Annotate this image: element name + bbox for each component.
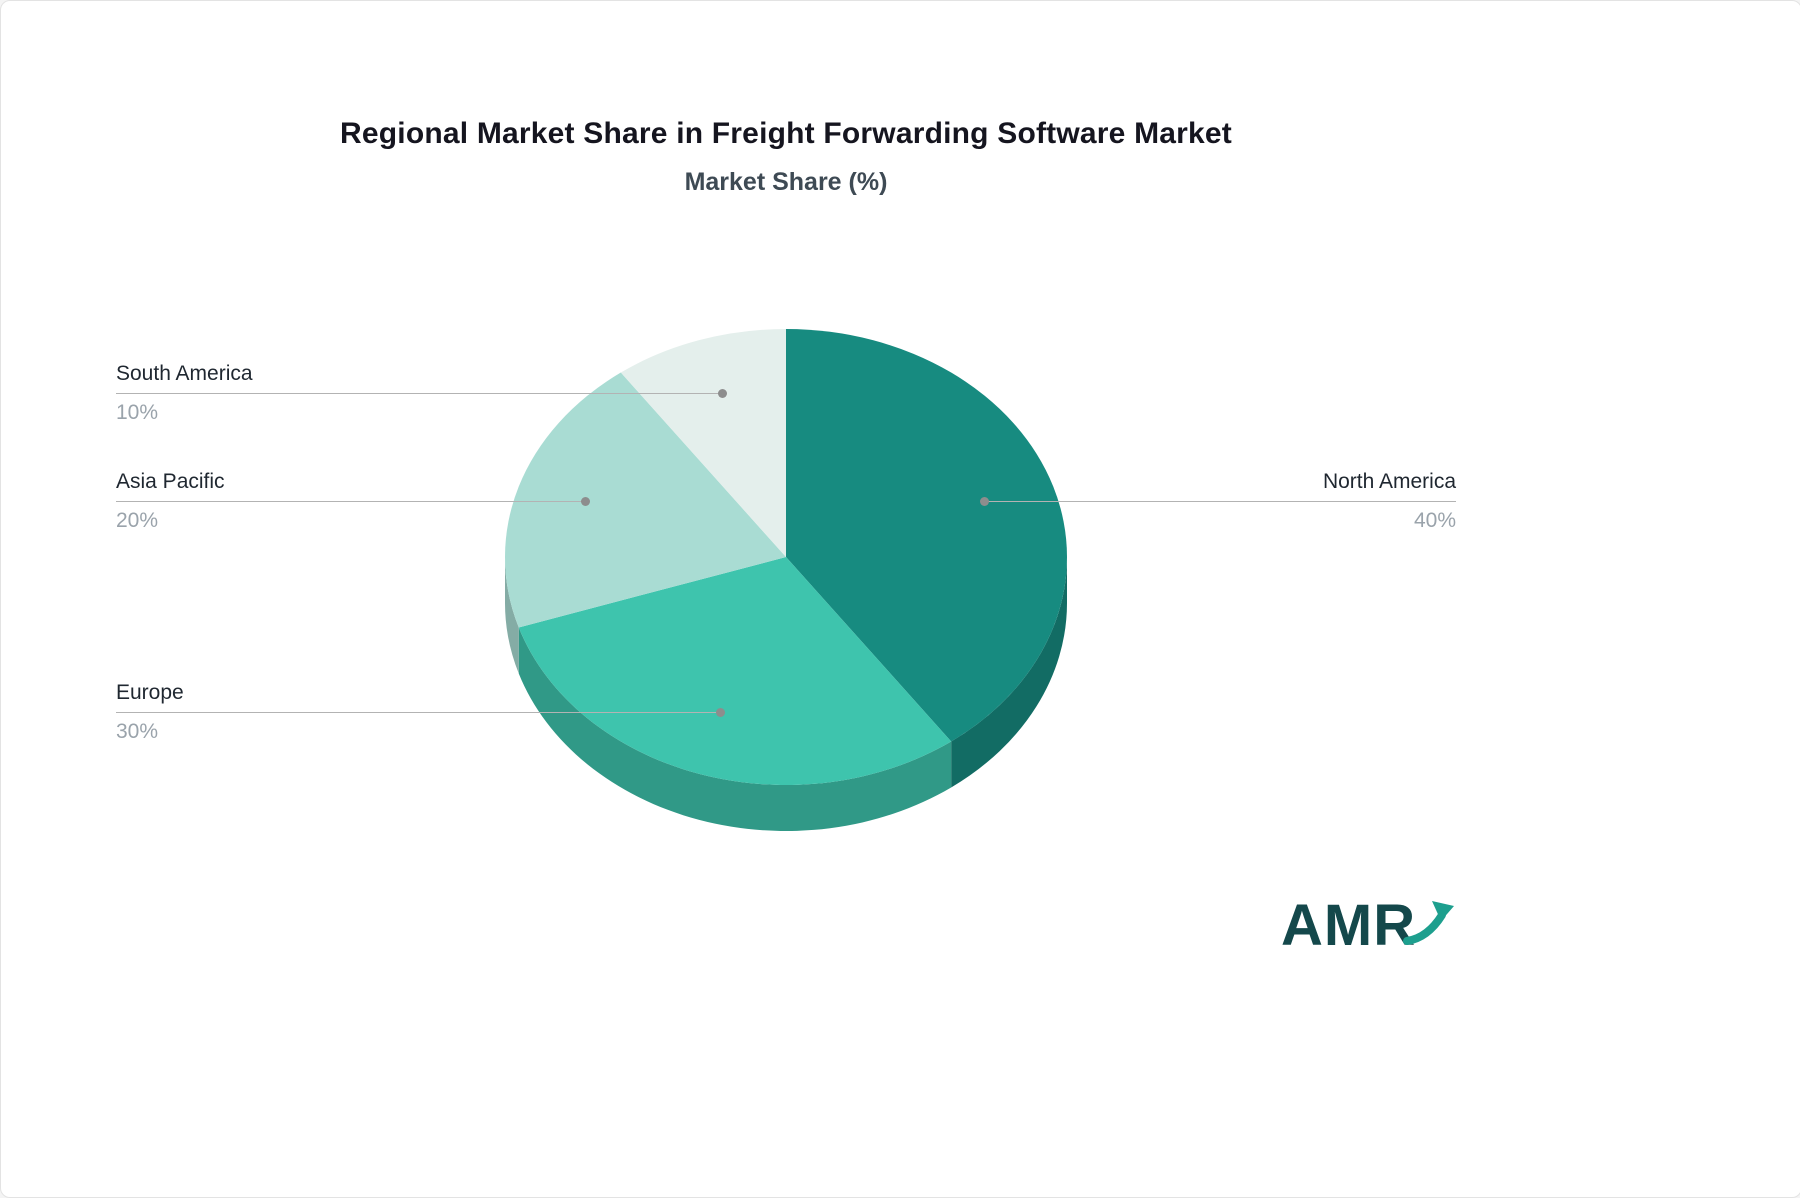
callout-label: North America	[1322, 470, 1456, 493]
chart-subtitle: Market Share (%)	[684, 168, 888, 196]
pie-slice-side-north-america	[951, 557, 1067, 788]
chart-title: Regional Market Share in Freight Forward…	[340, 117, 1232, 150]
pie-slice-asia-pacific	[505, 372, 786, 628]
leader-line	[116, 389, 727, 398]
callout-south-america: South America 10%	[116, 361, 727, 425]
pie-slice-south-america	[620, 329, 786, 557]
callout-asia-pacific: Asia Pacific 20%	[116, 469, 590, 533]
leader-dot	[581, 497, 590, 506]
leader-dot	[718, 389, 727, 398]
logo-arrow-icon	[1403, 901, 1455, 945]
pie-slice-side-europe	[518, 627, 952, 831]
pie-slice-europe	[518, 557, 952, 786]
callout-label: South America	[116, 362, 253, 385]
leader-dot	[980, 497, 989, 506]
callout-label: Europe	[116, 681, 184, 704]
callout-label: Asia Pacific	[116, 470, 225, 493]
brand-logo: AMR	[1281, 893, 1455, 958]
leader-dot	[716, 708, 725, 717]
logo-text: AMR	[1281, 893, 1417, 958]
callout-value: 10%	[116, 401, 159, 424]
pie-slice-north-america	[786, 329, 1067, 742]
leader-line	[980, 497, 1456, 506]
callout-value: 40%	[1413, 509, 1456, 532]
leader-line	[116, 708, 725, 717]
callout-europe: Europe 30%	[116, 680, 725, 744]
leader-line	[116, 497, 590, 506]
callout-value: 20%	[116, 509, 159, 532]
pie-slice-side-asia-pacific	[505, 557, 519, 674]
callout-north-america: North America 40%	[980, 469, 1456, 533]
callout-value: 30%	[116, 720, 159, 743]
